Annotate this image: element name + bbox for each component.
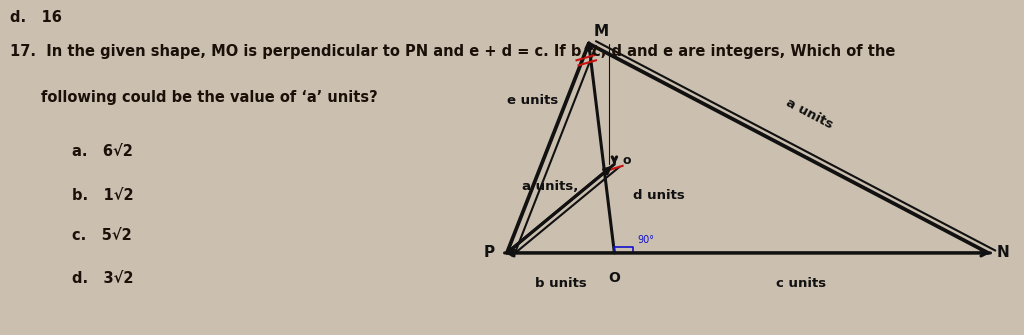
Text: c units: c units xyxy=(776,277,826,289)
Text: d.   3√2: d. 3√2 xyxy=(72,271,133,286)
Text: M: M xyxy=(594,23,609,39)
Text: a units,: a units, xyxy=(522,181,579,194)
Text: 90°: 90° xyxy=(637,234,654,245)
Text: a.   6√2: a. 6√2 xyxy=(72,144,132,159)
Text: a units: a units xyxy=(783,96,835,131)
Text: d.   16: d. 16 xyxy=(10,10,62,25)
Text: d units: d units xyxy=(633,189,685,202)
Text: O: O xyxy=(608,271,621,285)
Text: P: P xyxy=(483,246,495,260)
Text: c.   5√2: c. 5√2 xyxy=(72,228,131,243)
Text: following could be the value of ‘a’ units?: following could be the value of ‘a’ unit… xyxy=(41,90,378,106)
Text: b.   1√2: b. 1√2 xyxy=(72,188,133,203)
Text: 17.  In the given shape, MO is perpendicular to PN and e + d = c. If b, c, d and: 17. In the given shape, MO is perpendicu… xyxy=(10,44,896,59)
Text: e units: e units xyxy=(507,94,558,107)
Text: N: N xyxy=(996,246,1009,260)
Text: b units: b units xyxy=(535,277,587,289)
Text: o: o xyxy=(623,154,631,167)
